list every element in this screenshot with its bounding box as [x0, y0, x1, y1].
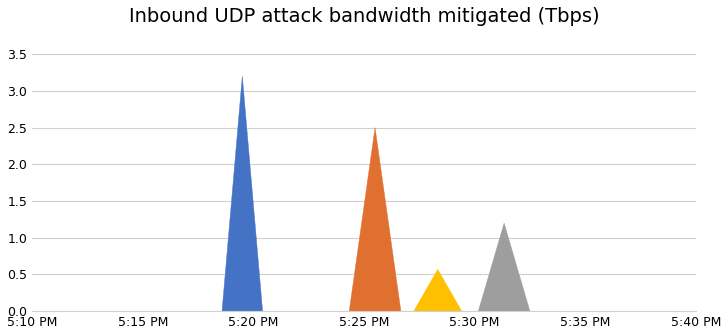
- Polygon shape: [414, 269, 462, 311]
- Polygon shape: [222, 76, 263, 311]
- Polygon shape: [478, 223, 530, 311]
- Polygon shape: [349, 128, 401, 311]
- Title: Inbound UDP attack bandwidth mitigated (Tbps): Inbound UDP attack bandwidth mitigated (…: [129, 7, 599, 26]
